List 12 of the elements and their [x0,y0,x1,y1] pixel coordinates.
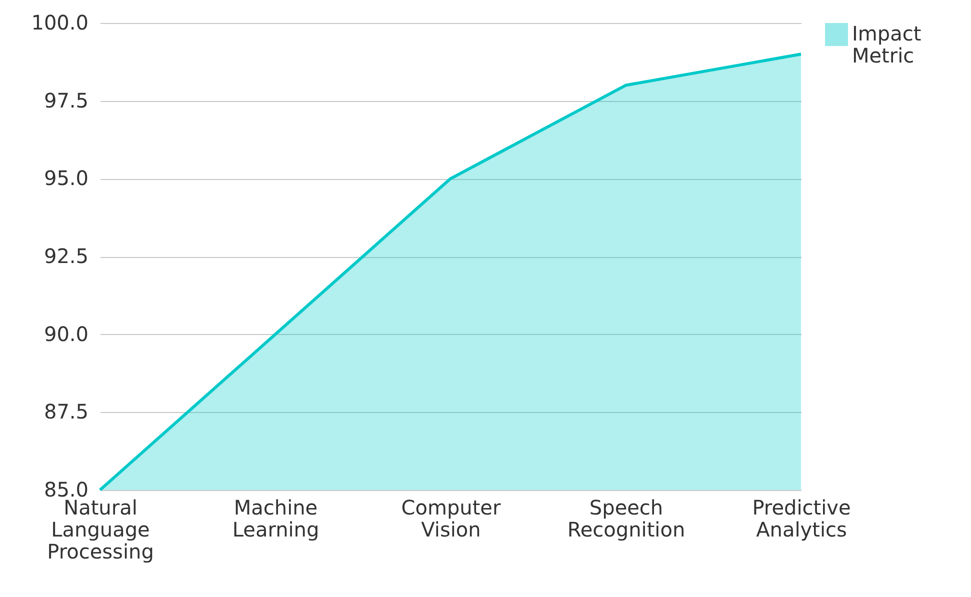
x-tick-label: Machine Learning [232,496,320,542]
x-tick-label: Predictive Analytics [752,496,851,542]
legend-label: Impact Metric [852,22,922,68]
y-tick-label: 95.0 [44,166,88,190]
x-tick-label: Computer Vision [401,496,502,542]
x-tick-label: Natural Language Processing [47,496,154,564]
y-tick-label: 87.5 [44,400,88,424]
y-tick-label: 92.5 [44,244,88,268]
y-tick-label: 90.0 [44,322,88,346]
y-tick-label: 100.0 [31,10,88,34]
y-tick-label: 97.5 [44,88,88,112]
x-tick-label: Speech Recognition [567,496,686,542]
